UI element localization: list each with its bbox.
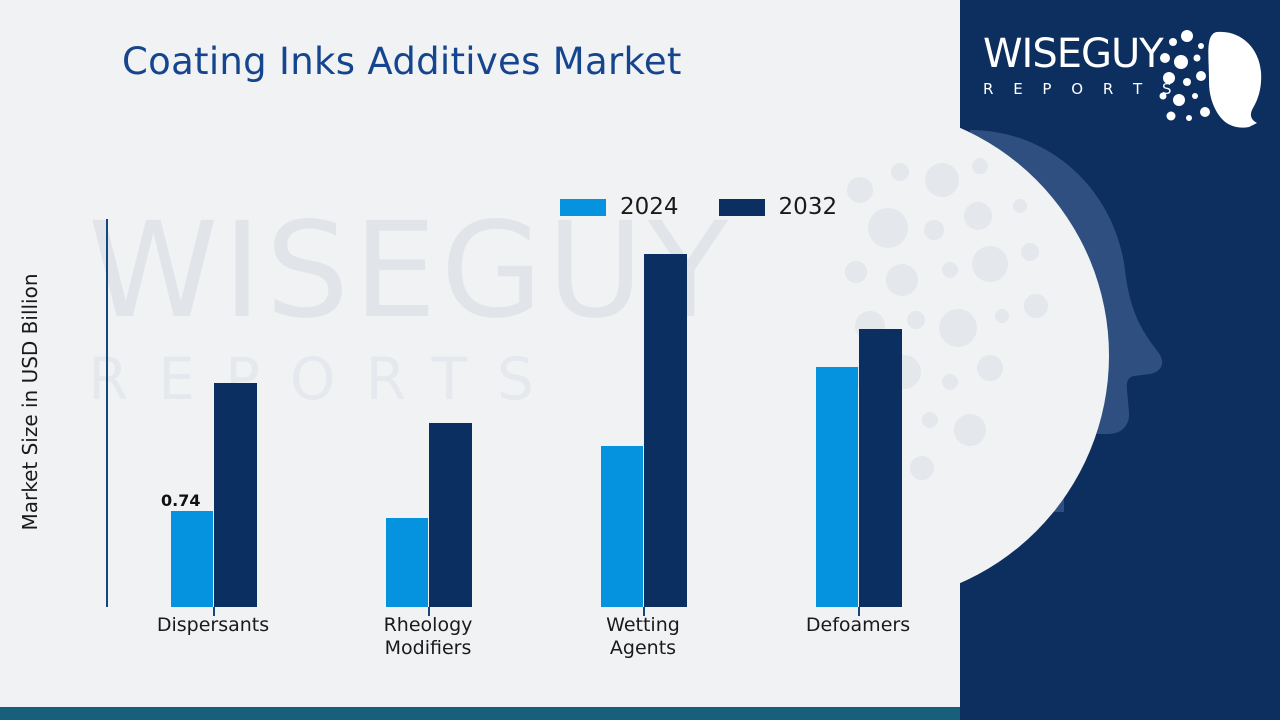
bar-wetting-agents-2024[interactable] — [601, 446, 643, 607]
bar-chart: Market Size in USD Billion 2024 2032 0.7… — [18, 194, 911, 660]
logo-tagline: R E P O R T S — [983, 80, 1179, 98]
x-axis-label-dispersants: Dispersants — [156, 614, 270, 636]
chart-legend: 2024 2032 — [560, 194, 837, 220]
bar-wetting-agents-2032[interactable] — [644, 254, 687, 607]
legend-item-2032[interactable]: 2032 — [718, 194, 838, 220]
logo-wordmark: WISEGUY — [983, 31, 1164, 77]
page-background — [0, 0, 960, 720]
y-axis-label: Market Size in USD Billion — [18, 273, 42, 531]
bar-dispersants-2024[interactable] — [171, 511, 213, 607]
bar-rheology-modifiers-2032[interactable] — [429, 423, 472, 607]
brand-logo[interactable]: WISEGUY R E P O R T S — [983, 30, 1263, 128]
page-title: Coating Inks Additives Market — [122, 40, 682, 83]
bar-dispersants-2032[interactable] — [214, 383, 257, 607]
legend-swatch-2024 — [560, 198, 606, 216]
legend-item-2024[interactable]: 2024 — [560, 194, 679, 220]
legend-label-2032: 2032 — [778, 194, 838, 220]
x-tick-rheology-modifiers — [428, 607, 430, 616]
legend-swatch-2032 — [718, 198, 765, 216]
bar-defoamers-2024[interactable] — [816, 367, 858, 607]
y-axis-line — [106, 219, 108, 607]
x-axis-label-rheology-modifiers: Rheology Modifiers — [383, 614, 473, 660]
x-tick-wetting-agents — [643, 607, 645, 616]
bar-rheology-modifiers-2024[interactable] — [386, 518, 428, 607]
x-axis-label-wetting-agents: Wetting Agents — [606, 614, 680, 660]
x-axis-label-defoamers: Defoamers — [805, 614, 911, 636]
x-tick-defoamers — [858, 607, 860, 616]
x-tick-dispersants — [213, 607, 215, 616]
bar-value-label-dispersants-2024: 0.74 — [161, 491, 201, 510]
legend-label-2024: 2024 — [620, 194, 679, 220]
bottom-accent-strip — [0, 707, 960, 720]
logo-head-dots-icon — [1159, 30, 1262, 128]
bar-defoamers-2032[interactable] — [859, 329, 902, 607]
